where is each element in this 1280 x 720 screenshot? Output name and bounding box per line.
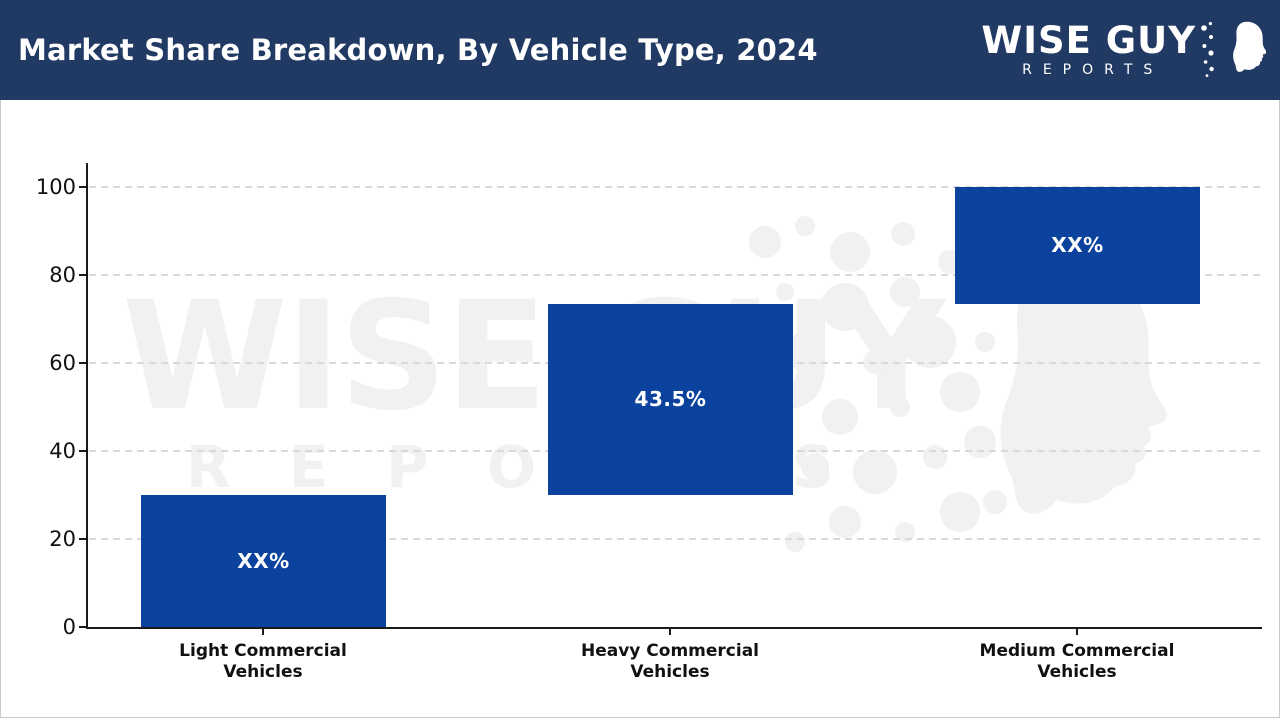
y-tick-label: 60 [49,351,76,375]
bar-medium-commercial-vehicles: XX% [955,187,1200,304]
x-tick-mark [669,629,671,635]
y-tick-label: 20 [49,527,76,551]
y-tick-label: 40 [49,439,76,463]
y-tick-label: 0 [62,615,76,639]
header-bar: Market Share Breakdown, By Vehicle Type,… [0,0,1280,100]
logo-wiseguy-label: WISE GUY [981,19,1196,63]
y-tick-mark [79,626,87,628]
x-category-label-heavy: Heavy Commercial Vehicles [580,641,759,683]
bar-value-label: 43.5% [634,387,707,412]
gridline-20 [89,538,1262,540]
logo-reports-label: REPORTS [1022,61,1164,78]
logo-face-profile-icon [1201,21,1266,77]
page-title: Market Share Breakdown, By Vehicle Type,… [18,33,818,67]
x-category-label-medium: Medium Commercial Vehicles [979,641,1175,683]
y-tick-mark [79,538,87,540]
y-tick-mark [79,362,87,364]
x-category-label-light: Light Commercial Vehicles [179,641,347,683]
gridline-100 [89,186,1262,188]
bar-heavy-commercial-vehicles: 43.5% [548,303,793,495]
y-tick-mark [79,274,87,276]
bar-value-label: XX% [237,549,290,573]
wiseguy-logo: WISE GUY REPORTS [981,8,1266,92]
x-axis-line [86,627,1262,629]
y-tick-label: 100 [35,175,76,199]
y-tick-mark [79,186,87,188]
wiseguy-logo-text: WISE GUY REPORTS [981,19,1196,78]
y-tick-label: 80 [49,263,76,287]
bar-value-label: XX% [1051,233,1104,258]
x-tick-mark [1076,629,1078,635]
gridline-80 [89,274,1262,276]
y-tick-mark [79,450,87,452]
y-axis-line [86,163,88,629]
x-tick-mark [262,629,264,635]
bar-light-commercial-vehicles: XX% [141,495,386,627]
